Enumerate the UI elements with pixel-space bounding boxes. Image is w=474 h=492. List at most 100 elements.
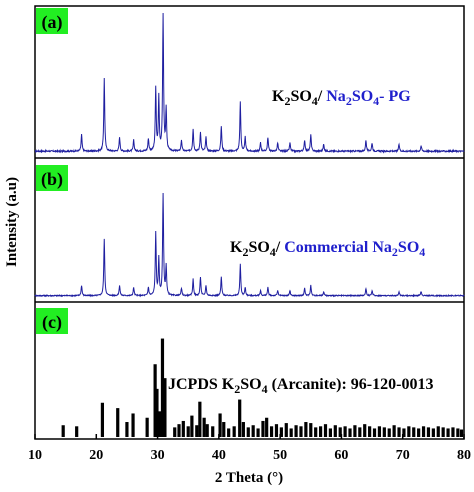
panel-tag-label: (c) xyxy=(42,312,62,333)
reference-stick xyxy=(417,428,421,437)
reference-stick xyxy=(269,426,274,437)
reference-stick xyxy=(431,428,435,437)
reference-stick xyxy=(333,425,337,437)
reference-stick xyxy=(131,413,135,437)
reference-stick xyxy=(61,425,65,437)
annotation-subscript: 2 xyxy=(234,382,240,396)
annotation-text: K xyxy=(272,88,285,105)
reference-stick xyxy=(348,428,352,437)
reference-stick xyxy=(100,402,105,437)
reference-stick xyxy=(211,426,215,437)
reference-stick xyxy=(158,411,162,437)
reference-stick xyxy=(125,422,129,437)
reference-stick xyxy=(441,427,445,437)
reference-stick xyxy=(363,424,367,437)
reference-stick xyxy=(372,428,377,437)
reference-stick xyxy=(358,427,362,437)
annotation-text: SO xyxy=(248,239,269,256)
reference-stick xyxy=(456,428,460,437)
reference-stick xyxy=(392,425,396,437)
annotation-text: K xyxy=(230,239,243,256)
reference-stick xyxy=(328,428,332,437)
reference-stick xyxy=(426,427,431,437)
annotation-text: / xyxy=(275,239,284,256)
panel-2: (b)K2SO4/ Commercial Na2SO4 xyxy=(34,165,465,298)
x-tick-label: 10 xyxy=(28,448,42,463)
reference-stick xyxy=(377,426,382,437)
reference-stick xyxy=(343,426,347,437)
panel-annotation: JCPDS K2SO4 (Arcanite): 96-120-0013 xyxy=(168,376,433,396)
reference-stick xyxy=(177,424,181,437)
reference-stick xyxy=(284,423,288,437)
annotation-subscript: 4 xyxy=(312,94,318,108)
reference-stick xyxy=(145,417,149,437)
reference-stick xyxy=(218,413,222,437)
annotation-subscript: 4 xyxy=(262,382,268,396)
x-axis-title: 2 Theta (°) xyxy=(215,470,283,486)
annotation-text: Commercial Na xyxy=(284,239,392,256)
panel-tag xyxy=(36,8,68,34)
panel-tag-label: (a) xyxy=(42,12,63,33)
annotation-subscript: 2 xyxy=(284,94,290,108)
reference-stick xyxy=(186,426,190,437)
x-tick-label: 50 xyxy=(273,448,287,463)
annotation-text: SO xyxy=(398,239,419,256)
reference-stick xyxy=(436,426,440,437)
panel-annotation: K2SO4/ Commercial Na2SO4 xyxy=(230,239,425,259)
reference-stick xyxy=(279,427,283,437)
reference-stick xyxy=(251,425,255,437)
reference-stick xyxy=(459,429,464,437)
panel-3: (c) JCPDS K2SO4 (Arcanite): 96-120-0013 xyxy=(36,308,464,437)
annotation-text: SO xyxy=(240,376,261,393)
x-tick-label: 20 xyxy=(89,448,103,463)
reference-stick xyxy=(397,427,401,437)
y-axis-title: Intensity (a.u) xyxy=(4,177,20,267)
reference-stick xyxy=(304,422,308,437)
reference-stick xyxy=(181,420,185,437)
reference-stick xyxy=(195,425,199,437)
annotation-subscript: 4 xyxy=(270,245,276,259)
panel-annotation: K2SO4/ Na2SO4- PG xyxy=(272,88,411,108)
reference-stick xyxy=(407,426,411,437)
reference-stick xyxy=(274,424,279,437)
annotation-subscript: 4 xyxy=(419,245,425,259)
reference-stick xyxy=(222,422,226,437)
reference-stick xyxy=(205,424,209,437)
reference-stick xyxy=(289,428,293,437)
x-tick-label: 70 xyxy=(396,448,410,463)
xrd-pattern-line xyxy=(34,12,465,154)
reference-stick xyxy=(261,420,265,437)
panel-tag-label: (b) xyxy=(41,169,63,190)
reference-stick xyxy=(387,428,391,437)
reference-stick xyxy=(190,415,194,437)
panel-tag xyxy=(36,308,68,334)
reference-stick xyxy=(323,424,328,437)
annotation-text: (Arcanite): 96-120-0013 xyxy=(268,376,434,393)
reference-stick xyxy=(412,427,416,437)
annotation-text: SO xyxy=(352,88,373,105)
reference-stick xyxy=(198,401,202,437)
reference-stick xyxy=(318,426,323,437)
annotation-text: - PG xyxy=(379,88,411,105)
reference-stick xyxy=(446,428,450,437)
annotation-subscript: 2 xyxy=(392,245,398,259)
annotation-subscript: 2 xyxy=(346,94,352,108)
reference-stick xyxy=(163,378,167,437)
reference-stick xyxy=(421,426,426,437)
x-tick-label: 30 xyxy=(151,448,165,463)
annotation-subscript: 4 xyxy=(373,94,379,108)
reference-stick xyxy=(314,427,318,437)
reference-stick xyxy=(382,427,386,437)
reference-stick xyxy=(202,417,206,437)
annotation-text: Na xyxy=(326,88,346,105)
annotation-text: / xyxy=(317,88,326,105)
reference-stick xyxy=(402,428,406,437)
reference-stick xyxy=(75,426,79,437)
reference-stick xyxy=(232,426,236,437)
reference-stick xyxy=(256,428,260,437)
reference-stick xyxy=(451,427,455,437)
reference-stick xyxy=(241,422,245,437)
panels: (a)K2SO4/ Na2SO4- PG(b)K2SO4/ Commercial… xyxy=(34,8,465,437)
reference-stick xyxy=(299,426,303,437)
